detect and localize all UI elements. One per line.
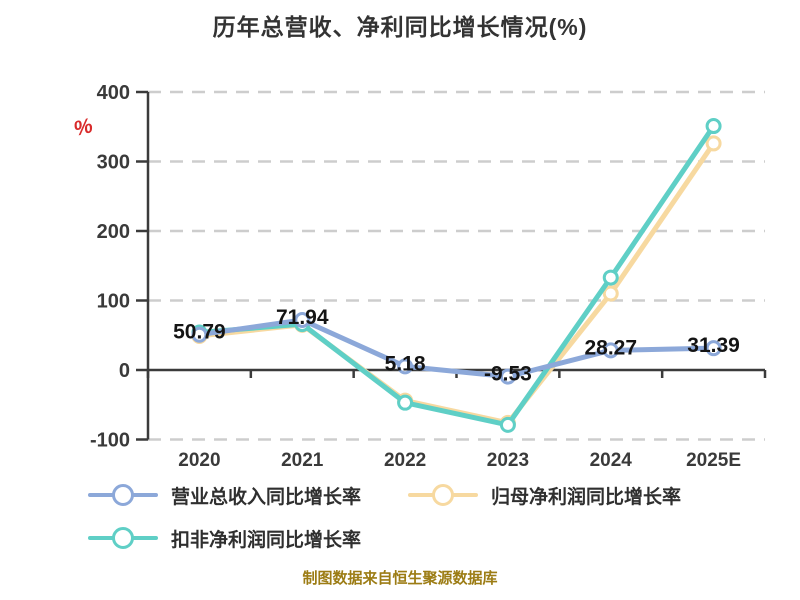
svg-text:300: 300 xyxy=(97,152,130,174)
legend-label: 营业总收入同比增长率 xyxy=(171,486,362,508)
svg-text:2023: 2023 xyxy=(487,450,529,471)
svg-text:-9.53: -9.53 xyxy=(484,363,532,386)
svg-text:28.27: 28.27 xyxy=(584,336,637,359)
data-source-note: 制图数据来自恒生聚源数据库 xyxy=(302,570,498,587)
legend-label: 归母净利润同比增长率 xyxy=(491,486,682,508)
legend-label: 扣非净利润同比增长率 xyxy=(171,529,362,551)
svg-text:-100: -100 xyxy=(90,430,130,452)
legend-item-net-profit-growth[interactable]: 归母净利润同比增长率 xyxy=(408,478,681,512)
svg-text:100: 100 xyxy=(97,291,130,313)
svg-text:2021: 2021 xyxy=(281,450,324,471)
svg-text:71.94: 71.94 xyxy=(276,306,329,329)
revenue-line-marker-icon xyxy=(88,483,158,507)
svg-text:5.18: 5.18 xyxy=(385,352,426,375)
svg-text:2025E: 2025E xyxy=(686,450,741,471)
svg-text:50.79: 50.79 xyxy=(173,321,226,344)
net-profit-line-marker-icon xyxy=(408,483,478,507)
non-gaap-line-marker-icon xyxy=(88,526,158,550)
legend-item-non-gaap-profit-growth[interactable]: 扣非净利润同比增长率 xyxy=(88,521,361,555)
svg-text:400: 400 xyxy=(97,82,130,104)
svg-text:200: 200 xyxy=(97,221,130,243)
svg-text:2024: 2024 xyxy=(590,450,633,471)
svg-text:31.39: 31.39 xyxy=(687,334,740,357)
svg-text:2022: 2022 xyxy=(384,450,426,471)
line-chart: 400 300 200 100 0 -100 2020 2021 2022 2023 2024 202… xyxy=(90,82,767,471)
chart-title: 历年总营收、净利同比增长情况(%) xyxy=(212,14,588,40)
svg-text:2020: 2020 xyxy=(178,450,220,471)
legend-item-revenue-growth[interactable]: 营业总收入同比增长率 xyxy=(88,478,361,512)
svg-text:0: 0 xyxy=(119,360,130,382)
